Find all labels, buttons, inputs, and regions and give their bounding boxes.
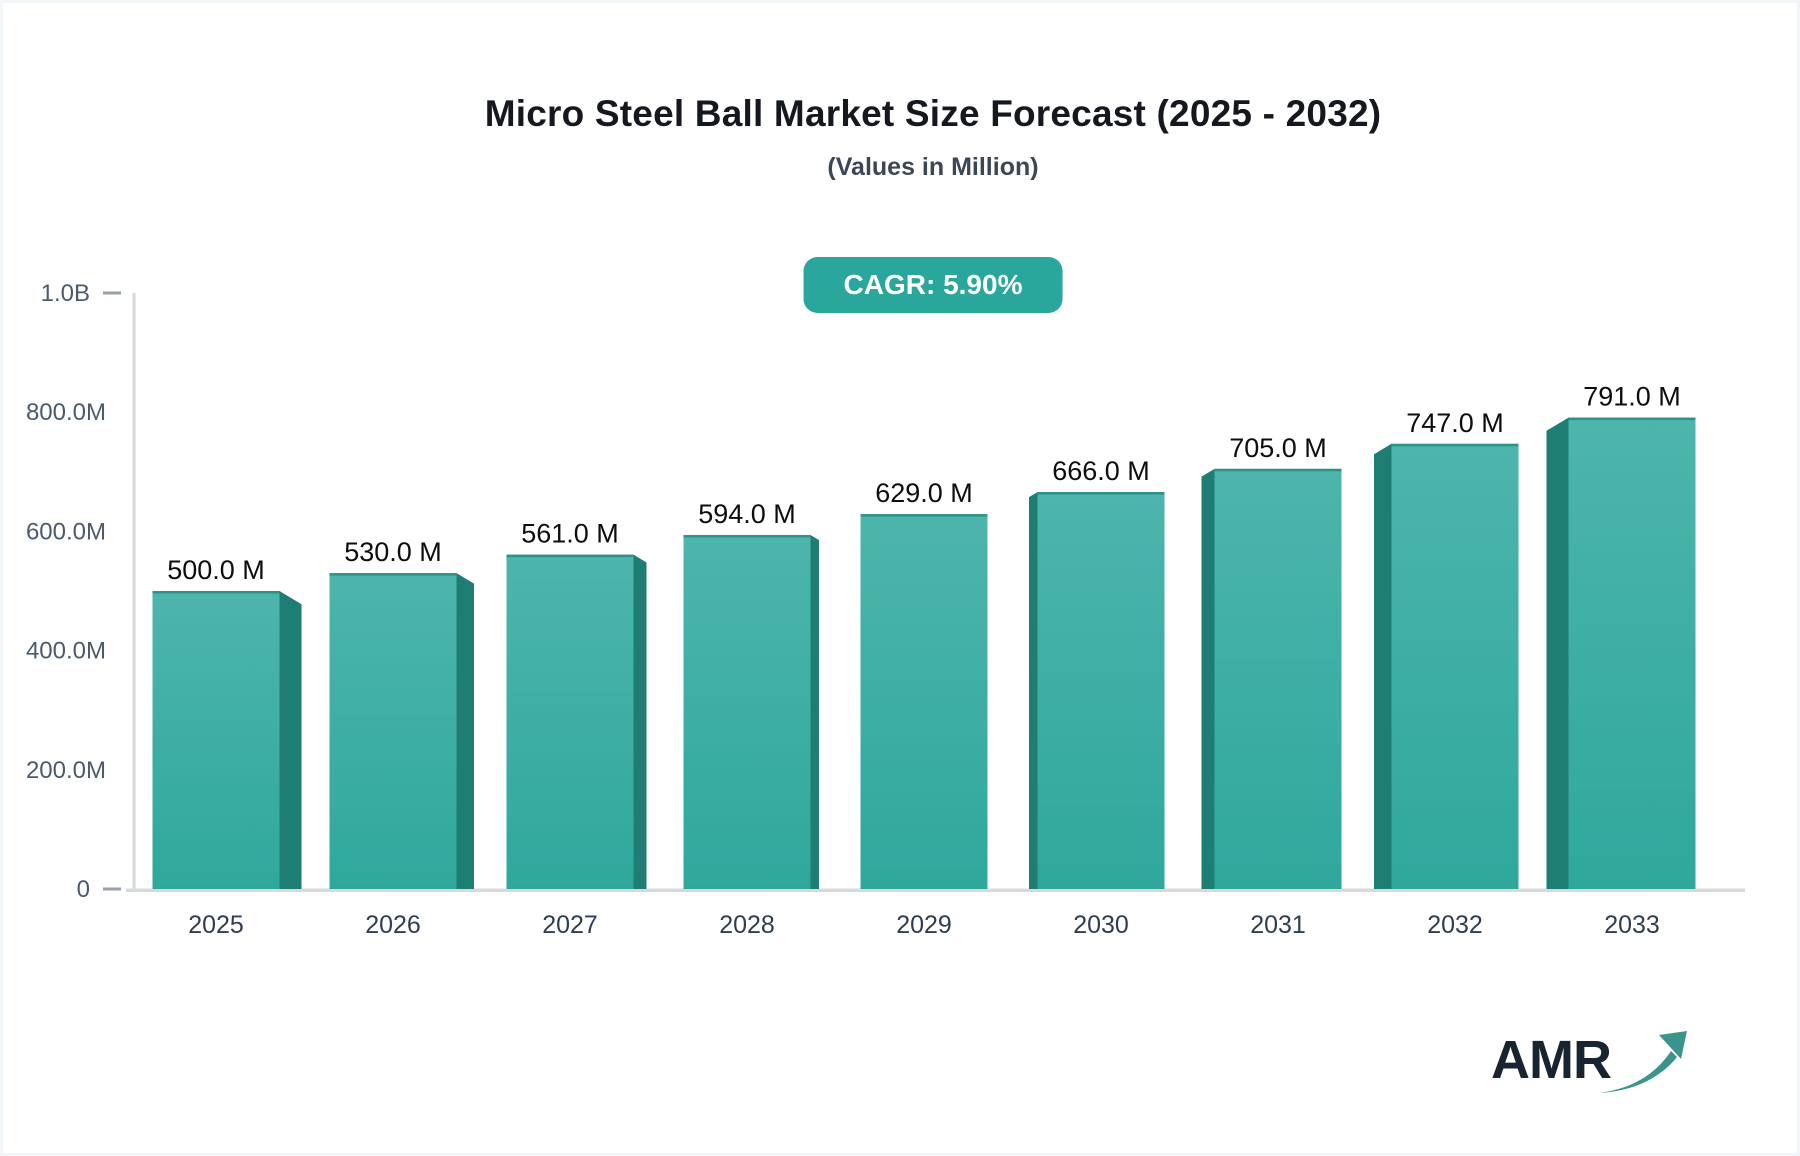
bar-top-edge <box>506 554 634 558</box>
cagr-badge: CAGR: 5.90% <box>803 257 1063 313</box>
value-label: 561.0 M <box>521 519 619 549</box>
value-label: 530.0 M <box>344 537 442 567</box>
value-label: 629.0 M <box>875 478 973 508</box>
chart-subtitle: (Values in Million) <box>827 153 1039 181</box>
x-axis-label: 2029 <box>896 911 952 939</box>
y-axis-tick <box>103 291 121 295</box>
x-axis-label: 2025 <box>188 911 244 939</box>
bar-top-edge <box>152 591 280 594</box>
value-label: 500.0 M <box>167 555 265 585</box>
amr-logo-text: AMR <box>1491 1030 1612 1090</box>
bar-top-edge <box>1391 443 1519 447</box>
y-axis-line <box>132 293 136 891</box>
bar[interactable] <box>506 554 634 889</box>
bar[interactable] <box>1037 492 1165 889</box>
value-label: 747.0 M <box>1406 408 1504 438</box>
x-axis-label: 2033 <box>1604 911 1660 939</box>
chart-title: Micro Steel Ball Market Size Forecast (2… <box>484 93 1382 134</box>
x-axis-line <box>126 888 1745 892</box>
bar-side-face <box>1201 468 1215 889</box>
amr-logo: AMR <box>1491 1030 1693 1099</box>
value-label: 666.0 M <box>1052 456 1150 486</box>
y-axis-label: 400.0M <box>26 638 106 665</box>
bar-top-edge <box>329 573 457 576</box>
bar[interactable] <box>860 514 988 889</box>
x-axis-label: 2026 <box>365 911 421 939</box>
bar-side-face <box>633 554 647 889</box>
bar[interactable] <box>1214 468 1342 889</box>
bar[interactable] <box>1568 417 1696 889</box>
y-axis-label: 800.0M <box>26 399 106 426</box>
bar-side-face <box>279 591 302 889</box>
x-axis-label: 2028 <box>719 911 775 939</box>
y-axis-label: 1.0B <box>41 280 90 307</box>
bar-top-edge <box>860 514 988 517</box>
bar[interactable] <box>152 591 280 889</box>
value-label: 791.0 M <box>1583 382 1681 412</box>
bar[interactable] <box>1391 443 1519 889</box>
bar-chart: 0 200.0M 400.0M 600.0M 800.0M 1.0B 500.0 M 2025… <box>26 280 1745 939</box>
x-axis-label: 2030 <box>1073 911 1129 939</box>
bar-top-edge <box>1037 492 1165 495</box>
bar[interactable] <box>683 534 811 889</box>
x-axis-label: 2031 <box>1250 911 1306 939</box>
x-axis-label: 2027 <box>542 911 598 939</box>
x-axis-label: 2032 <box>1427 911 1483 939</box>
value-label: 705.0 M <box>1229 433 1327 463</box>
bar-side-face <box>456 573 474 889</box>
bar-side-face <box>1374 443 1392 889</box>
bar-top-edge <box>1214 468 1342 472</box>
y-axis-label: 0 <box>77 876 90 903</box>
bar-side-face <box>1029 492 1038 889</box>
y-axis-tick <box>103 887 121 891</box>
y-axis-label: 200.0M <box>26 757 106 784</box>
bar-top-edge <box>683 534 811 538</box>
bar[interactable] <box>329 573 457 889</box>
value-label: 594.0 M <box>698 499 796 529</box>
bar-top-edge <box>1568 417 1696 421</box>
y-axis-label: 600.0M <box>26 518 106 545</box>
growth-arrow-icon <box>1599 1031 1687 1093</box>
bar-side-face <box>1546 417 1569 889</box>
bar-side-face <box>810 534 819 889</box>
